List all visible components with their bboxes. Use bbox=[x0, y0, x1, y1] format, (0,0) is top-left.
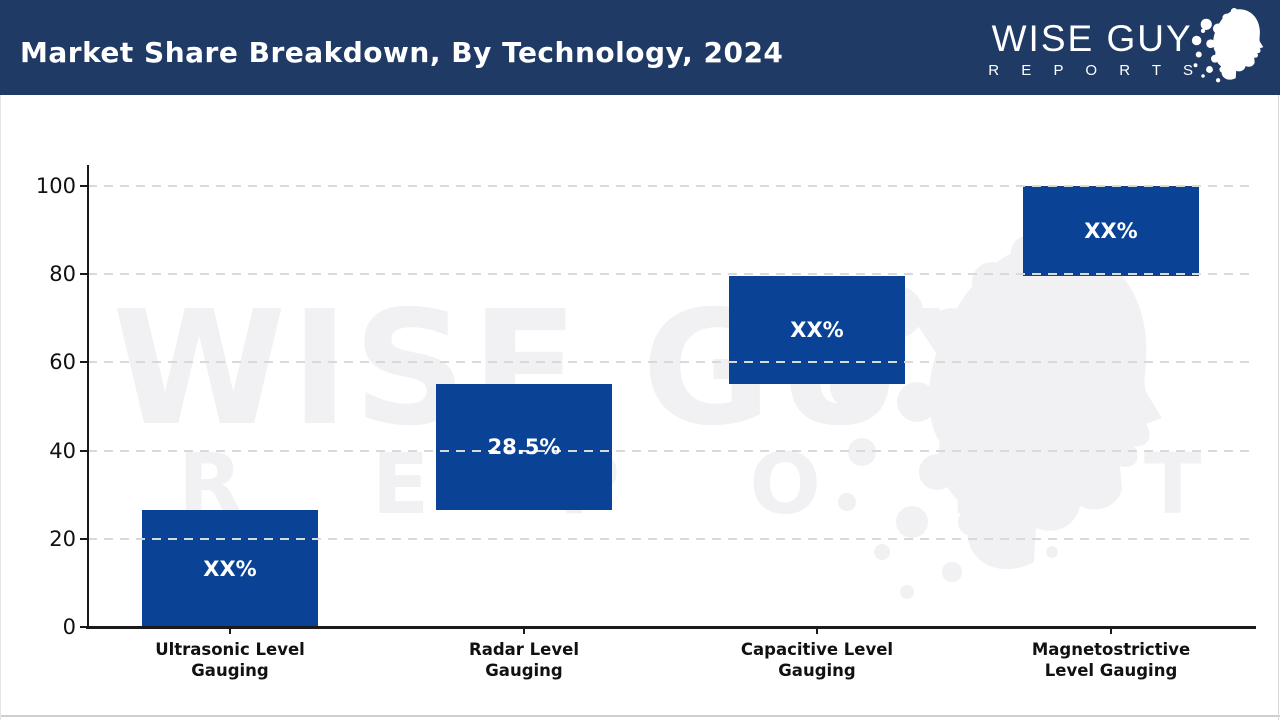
bar-value-label: XX% bbox=[1084, 219, 1138, 244]
gridline-80 bbox=[88, 273, 1253, 276]
y-tick-60 bbox=[80, 361, 87, 364]
page-title: Market Share Breakdown, By Technology, 2… bbox=[20, 36, 784, 69]
brand-logo: WISE GUY R E P O R T S bbox=[982, 4, 1272, 92]
bar-3 bbox=[1023, 186, 1199, 277]
y-tick-0 bbox=[80, 626, 87, 628]
gridline-40 bbox=[88, 449, 1253, 452]
logo-wordmark: WISE GUY bbox=[991, 17, 1193, 59]
bar-1 bbox=[436, 384, 612, 511]
x-tick-3 bbox=[1110, 627, 1112, 634]
header: Market Share Breakdown, By Technology, 2… bbox=[0, 0, 1280, 95]
bar-0 bbox=[142, 510, 318, 627]
category-label: Radar Level Gauging bbox=[469, 640, 579, 680]
y-tick-label-100: 100 bbox=[35, 174, 76, 198]
y-tick-40 bbox=[80, 449, 87, 452]
category-label: Magnetostrictive Level Gauging bbox=[1031, 640, 1191, 680]
gridline-60 bbox=[88, 361, 1253, 364]
page-left-hairline bbox=[0, 95, 1, 720]
bar-value-label: XX% bbox=[203, 556, 257, 581]
y-tick-label-60: 60 bbox=[49, 350, 76, 375]
x-tick-0 bbox=[229, 627, 231, 634]
chart-plot-area: 0 20 40 60 80 100 XX% Ultrasonic Level Gauging 2… bbox=[0, 95, 1280, 720]
page-bottom-hairline bbox=[0, 715, 1280, 717]
y-tick-label-0: 0 bbox=[62, 615, 76, 639]
gridline-100 bbox=[88, 185, 1253, 187]
bar-value-label: XX% bbox=[790, 318, 844, 343]
y-axis-line bbox=[87, 165, 89, 629]
y-tick-20 bbox=[80, 537, 87, 540]
bar-value-label: 28.5% bbox=[487, 435, 561, 460]
y-tick-80 bbox=[80, 273, 87, 276]
page-right-hairline bbox=[1278, 95, 1279, 720]
y-tick-100 bbox=[80, 185, 87, 187]
x-axis-line bbox=[86, 626, 1256, 629]
logo-subtitle: R E P O R T S bbox=[988, 61, 1202, 79]
y-tick-label-80: 80 bbox=[49, 262, 76, 287]
category-label: Ultrasonic Level Gauging bbox=[155, 640, 305, 680]
y-tick-label-20: 20 bbox=[49, 526, 76, 551]
wiseguy-face-icon bbox=[1191, 8, 1264, 83]
gridline-20 bbox=[88, 537, 1253, 540]
bar-2 bbox=[729, 276, 905, 385]
x-tick-1 bbox=[523, 627, 525, 634]
brand-logo-text: WISE GUY R E P O R T S bbox=[982, 18, 1202, 79]
y-tick-label-40: 40 bbox=[49, 438, 76, 463]
category-label: Capacitive Level Gauging bbox=[740, 640, 894, 680]
x-tick-2 bbox=[816, 627, 818, 634]
